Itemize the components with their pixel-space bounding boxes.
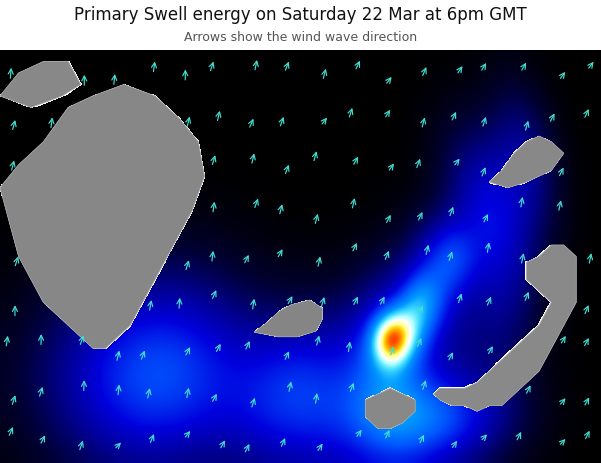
Polygon shape [434,245,576,412]
Polygon shape [254,300,322,337]
Polygon shape [0,62,81,107]
Text: Primary Swell energy on Saturday 22 Mar at 6pm GMT: Primary Swell energy on Saturday 22 Mar … [74,6,527,24]
Polygon shape [0,84,204,348]
Text: Arrows show the wind wave direction: Arrows show the wind wave direction [184,31,417,44]
Polygon shape [434,245,576,412]
Polygon shape [0,84,204,348]
Polygon shape [489,136,564,188]
Polygon shape [0,62,81,107]
Polygon shape [365,388,415,429]
Polygon shape [365,388,415,429]
Polygon shape [489,136,564,188]
Polygon shape [254,300,322,337]
